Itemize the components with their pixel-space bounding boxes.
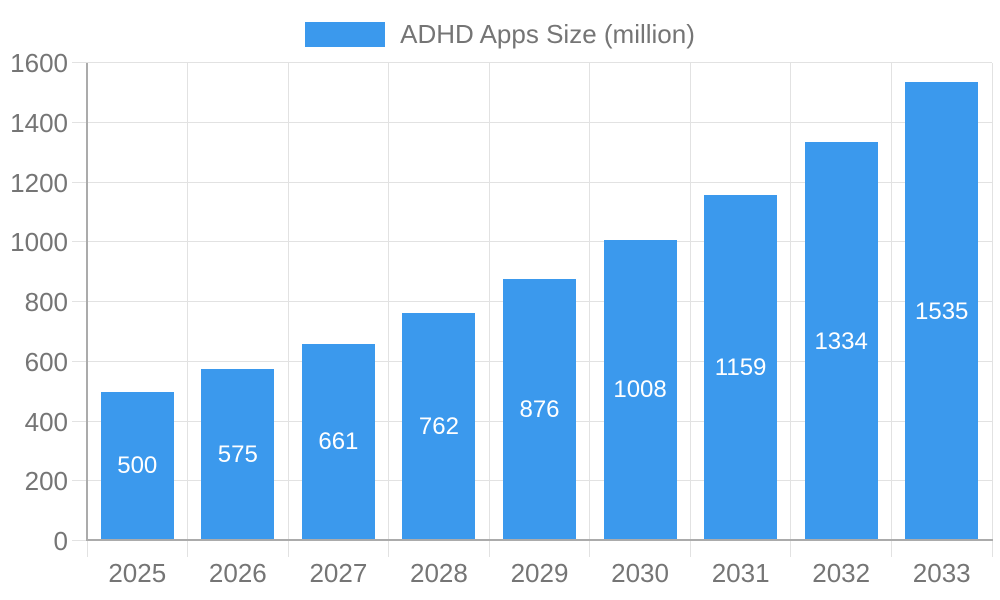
bar-value-label: 876 [519,396,560,424]
grid-line-vertical [589,63,591,557]
grid-line-vertical [689,63,691,557]
y-tick-label: 1600 [10,48,68,78]
grid-line-horizontal [72,181,992,183]
plot-area: 500 575 661 762 876 1008 1159 1334 1535 [72,62,993,557]
grid-line-vertical [790,63,792,557]
bar-value-label: 661 [318,428,359,456]
bar-2033: 1535 [905,82,979,541]
y-tick-label: 1000 [10,227,68,258]
x-tick-label: 2031 [711,558,770,588]
y-tick-label: 1400 [10,107,68,138]
y-tick-label: 200 [24,466,68,497]
grid-line-vertical [287,63,289,557]
y-tick-label: 1200 [10,167,68,198]
legend: ADHD Apps Size (million) [0,18,1000,49]
bar-2026: 575 [201,369,275,541]
grid-line-horizontal [72,241,992,243]
bar-2027: 661 [301,343,375,541]
x-tick-label: 2028 [410,558,468,588]
x-tick-label: 2026 [208,558,267,588]
x-tick-label: 2030 [611,558,669,588]
x-tick-label: 2025 [108,558,167,588]
bar-value-label: 1008 [613,376,667,404]
bar-value-label: 762 [418,413,459,441]
y-tick-label: 800 [24,287,68,317]
grid-line-vertical [187,63,189,557]
y-tick-label: 600 [24,346,68,377]
bar-value-label: 1159 [714,353,767,381]
x-tick-label: 2033 [912,558,971,588]
grid-line-vertical [488,63,490,557]
bar-2032: 1334 [804,142,878,541]
grid-line-horizontal [72,62,992,63]
bar-2031: 1159 [704,194,778,541]
x-tick-label: 2032 [812,558,871,588]
y-tick-label: 0 [53,526,68,556]
grid-line-vertical [991,63,993,557]
grid-line-vertical [388,63,390,557]
x-tick-label: 2027 [309,558,368,588]
bar-value-label: 500 [117,452,158,480]
y-axis-line [86,63,88,541]
x-axis-line [86,539,993,541]
legend-swatch [305,21,386,47]
bar-value-label: 575 [217,441,258,469]
bar-2028: 762 [402,313,476,541]
bar-2029: 876 [503,279,576,541]
grid-line-horizontal [72,121,992,123]
x-tick-label: 2029 [510,558,569,588]
bar-2030: 1008 [603,239,677,541]
bar-value-label: 1535 [915,297,969,325]
y-tick-label: 400 [24,406,68,437]
grid-line-vertical [890,63,892,557]
bar-2025: 500 [100,391,174,541]
bar-value-label: 1334 [814,327,868,355]
legend-label: ADHD Apps Size (million) [400,18,695,49]
